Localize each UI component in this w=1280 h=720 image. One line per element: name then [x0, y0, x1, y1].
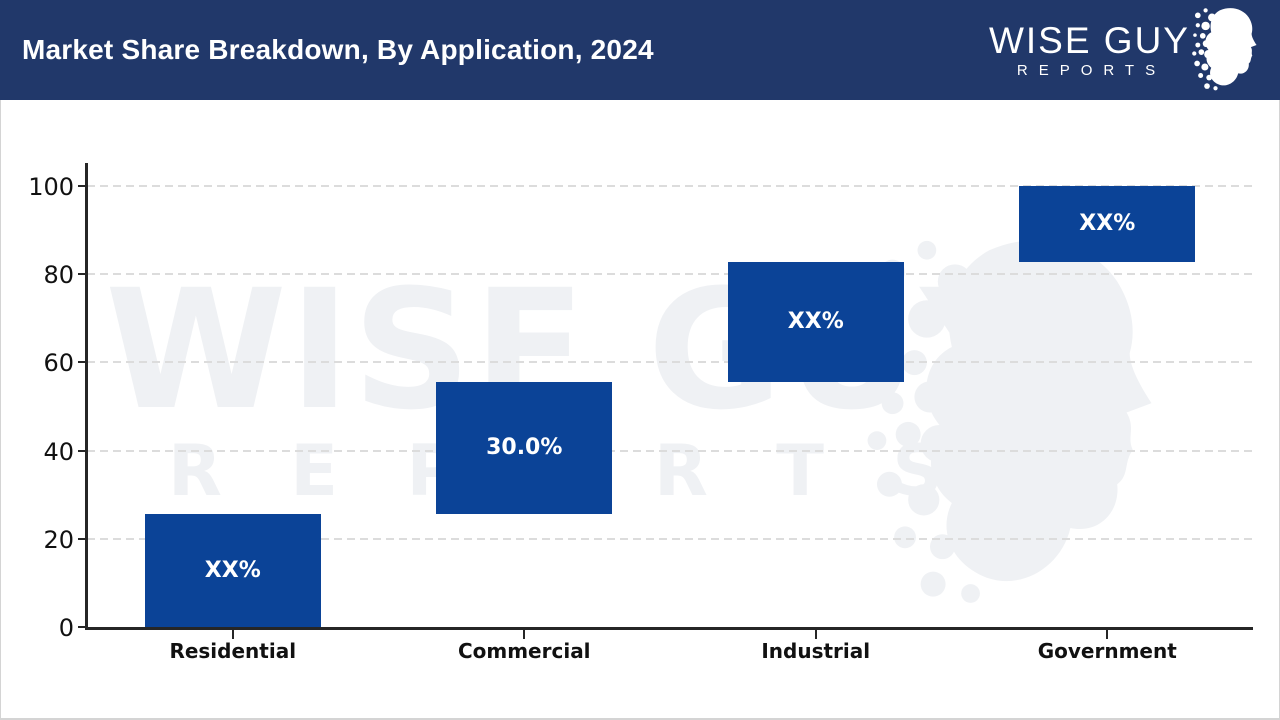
gridline-y-100: [87, 185, 1253, 187]
x-tick-commercial: [523, 630, 526, 639]
logo-wordmark: WISE GUY: [988, 19, 1190, 61]
gridline-y-20: [87, 537, 1253, 540]
page-border-bottom: [0, 718, 1280, 720]
page-border-left: [0, 100, 1, 720]
gridline-y-60: [87, 361, 1253, 364]
logo-subtitle: REPORTS: [1016, 61, 1167, 79]
y-tick-0: [78, 626, 86, 628]
y-tick-label-80: 80: [43, 261, 74, 290]
y-tick-label-60: 60: [43, 349, 74, 378]
bar-value-label-commercial: 30.0%: [486, 435, 563, 461]
y-tick-label-0: 0: [58, 614, 74, 642]
y-tick-label-100: 100: [28, 173, 74, 201]
y-tick-60: [78, 361, 86, 364]
bar-government: XX%: [1019, 186, 1196, 262]
header-band: Market Share Breakdown, By Application, …: [0, 0, 1280, 100]
bar-industrial: XX%: [727, 261, 904, 382]
x-tick-label-residential: Residential: [169, 639, 297, 663]
y-tick-80: [78, 273, 86, 276]
y-tick-20: [78, 537, 86, 540]
y-tick-label-40: 40: [43, 437, 74, 466]
x-tick-label-industrial: Industrial: [761, 639, 871, 663]
gridline-y-40: [87, 449, 1253, 452]
y-axis-spine: [85, 163, 88, 630]
y-tick-label-20: 20: [43, 525, 74, 554]
bar-value-label-industrial: XX%: [787, 309, 844, 335]
bar-commercial: 30.0%: [436, 381, 613, 515]
x-axis-spine: [85, 627, 1253, 630]
x-tick-industrial: [814, 630, 817, 639]
watermark-head-icon: [867, 240, 1152, 603]
y-tick-100: [78, 185, 86, 187]
x-tick-government: [1106, 630, 1109, 639]
logo-head-icon: [1192, 8, 1257, 91]
x-tick-label-commercial: Commercial: [457, 639, 591, 663]
gridline-y-80: [87, 273, 1253, 276]
bar-value-label-government: XX%: [1079, 211, 1136, 237]
wise-guy-reports-logo: WISE GUY REPORTS: [989, 0, 1272, 100]
x-tick-residential: [231, 630, 234, 639]
bar-residential: XX%: [144, 514, 321, 627]
logo-text: WISE GUY REPORTS: [989, 22, 1190, 79]
y-tick-40: [78, 449, 86, 452]
x-tick-label-government: Government: [1037, 639, 1177, 663]
page-title: Market Share Breakdown, By Application, …: [22, 34, 654, 65]
bar-value-label-residential: XX%: [204, 558, 261, 584]
